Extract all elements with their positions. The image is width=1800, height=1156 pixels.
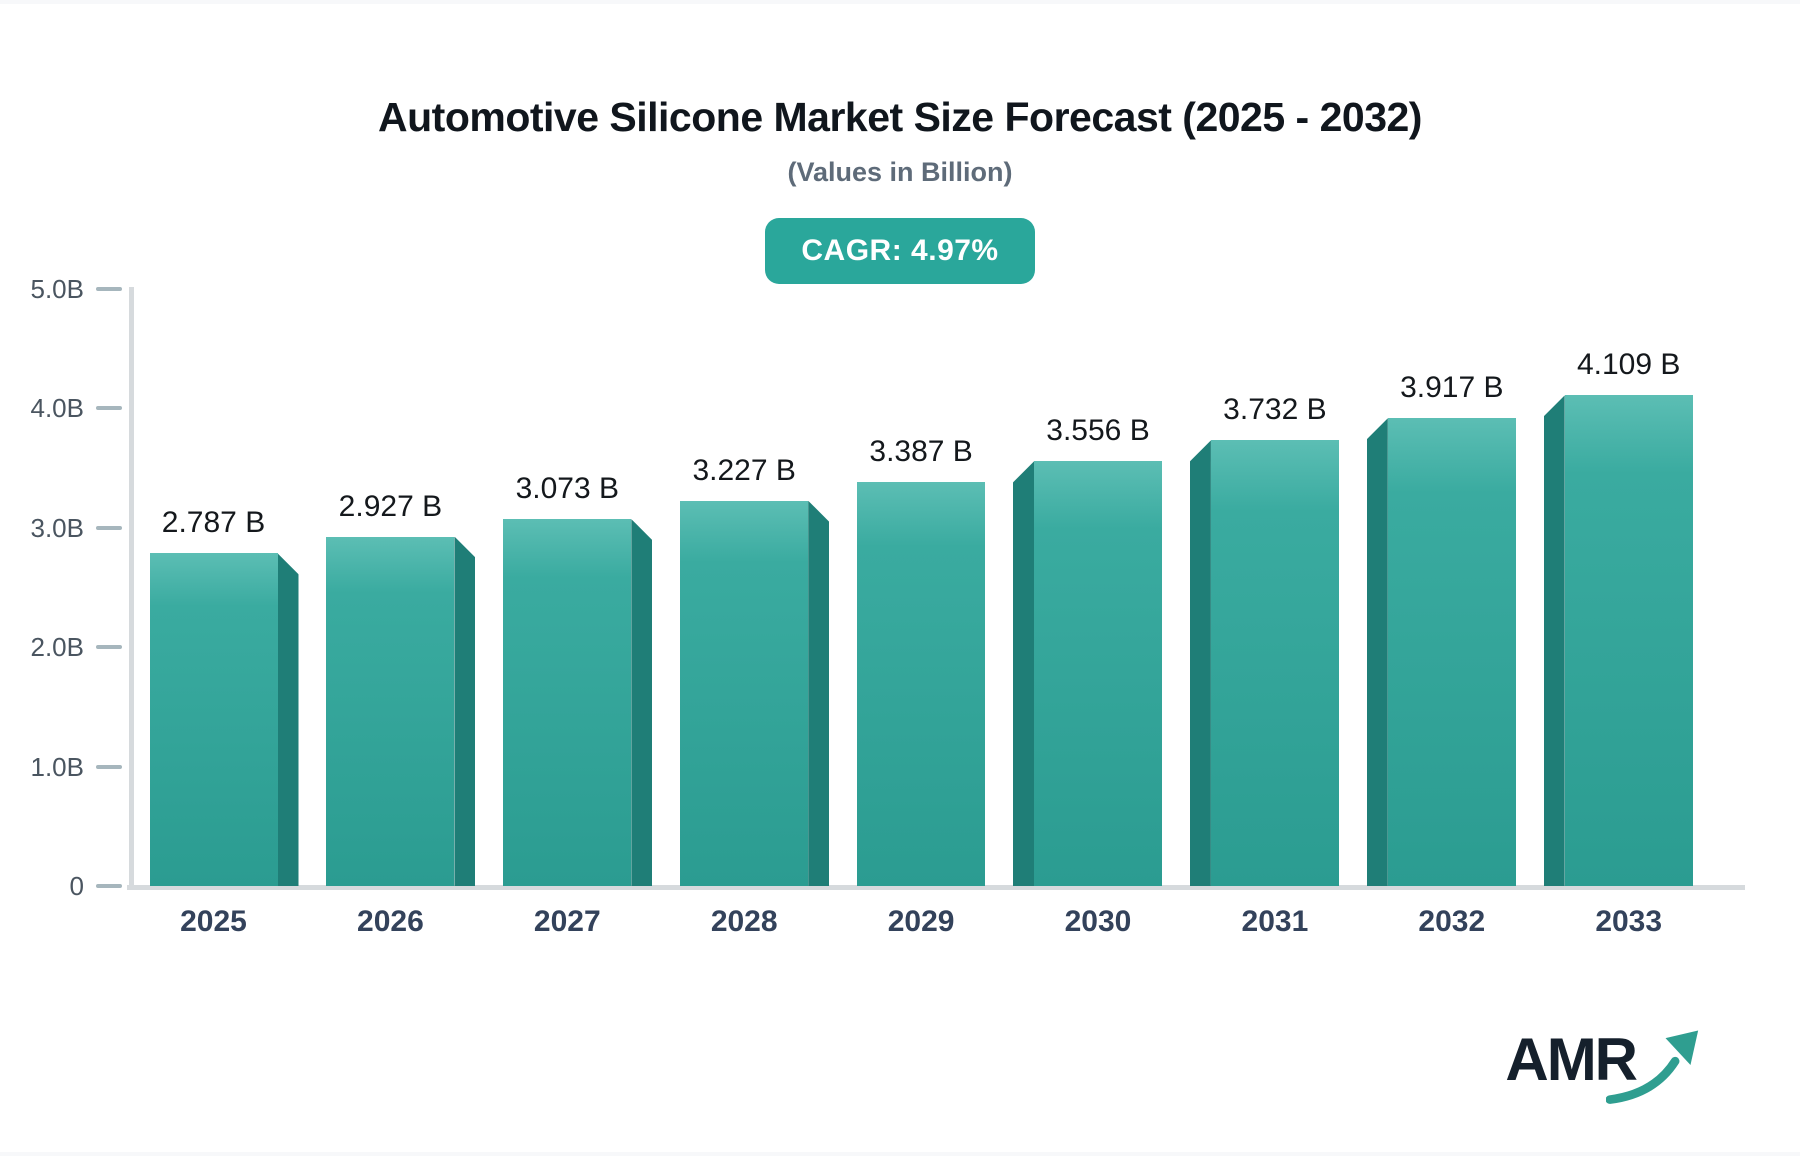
x-axis-label-2033: 2033 (1595, 905, 1663, 938)
bar-value-label-2029: 3.387 B (869, 434, 973, 468)
x-axis-line (127, 885, 1745, 890)
bar-value-label-2027: 3.073 B (515, 472, 620, 506)
bar-side-face-2030 (1013, 461, 1034, 886)
amr-logo-text: AMR (1505, 1026, 1638, 1093)
bar-side-face-2028 (808, 500, 830, 886)
y-axis-tick-mark (96, 287, 122, 291)
chart-subtitle: (Values in Billion) (787, 157, 1013, 187)
page-top-edge (0, 0, 1800, 4)
y-axis-line (129, 287, 134, 888)
y-axis-tick-label: 4.0B (30, 393, 85, 424)
bar-value-label-2028: 3.227 B (692, 453, 796, 487)
y-axis-tick-mark (96, 525, 122, 530)
bar-value-label-2030: 3.556 B (1046, 414, 1150, 448)
x-axis-label-2027: 2027 (533, 905, 601, 938)
x-axis-label-2031: 2031 (1241, 905, 1309, 938)
bar-value-label-2032: 3.917 B (1400, 371, 1504, 405)
bar-side-face-2027 (631, 519, 653, 886)
bar-2025 (149, 553, 278, 886)
cagr-badge: CAGR: 4.97% (765, 218, 1035, 284)
y-axis-tick-mark (96, 406, 122, 411)
page-bottom-edge (0, 1152, 1800, 1156)
bar-2033 (1564, 395, 1693, 886)
bar-2026 (326, 536, 455, 886)
bar-2028 (680, 500, 809, 886)
x-axis-label-2030: 2030 (1064, 905, 1132, 938)
y-axis-tick-label: 2.0B (30, 632, 85, 663)
amr-logo: AMR (1505, 1026, 1702, 1104)
bar-value-label-2033: 4.109 B (1576, 348, 1681, 382)
x-axis-label-2028: 2028 (710, 905, 778, 938)
x-axis-label-2032: 2032 (1418, 905, 1486, 938)
bar-value-label-2031: 3.732 B (1223, 393, 1327, 427)
bar-side-face-2031 (1189, 440, 1211, 886)
bar-side-face-2033 (1543, 395, 1565, 886)
y-axis-tick-mark (96, 884, 122, 888)
bar-2032 (1387, 418, 1516, 886)
y-axis-tick-label: 0 (69, 871, 84, 901)
bar-2027 (503, 519, 632, 886)
growth-arrow-icon (1606, 1030, 1699, 1104)
bar-value-label-2025: 2.787 B (161, 506, 266, 540)
bar-side-face-2032 (1366, 418, 1388, 886)
y-axis-tick-mark (96, 645, 122, 650)
bar-value-label-2026: 2.927 B (338, 489, 443, 523)
y-axis-tick-label: 3.0B (30, 512, 85, 543)
bar-side-face-2025 (277, 553, 299, 886)
bar-2031 (1210, 440, 1339, 886)
chart-title: Automotive Silicone Market Size Forecast… (378, 94, 1422, 140)
x-axis-label-2026: 2026 (357, 905, 424, 938)
x-axis-label-2025: 2025 (180, 905, 247, 938)
bar-side-face-2026 (454, 536, 476, 886)
bar-2030 (1034, 461, 1162, 886)
bar-2029 (857, 481, 986, 886)
chart-header: Automotive Silicone Market Size Forecast… (0, 0, 1800, 284)
y-axis-tick-mark (96, 764, 122, 769)
y-axis-tick-label: 5.0B (30, 274, 85, 304)
x-axis-label-2029: 2029 (887, 905, 955, 938)
y-axis-tick-label: 1.0B (30, 751, 85, 782)
